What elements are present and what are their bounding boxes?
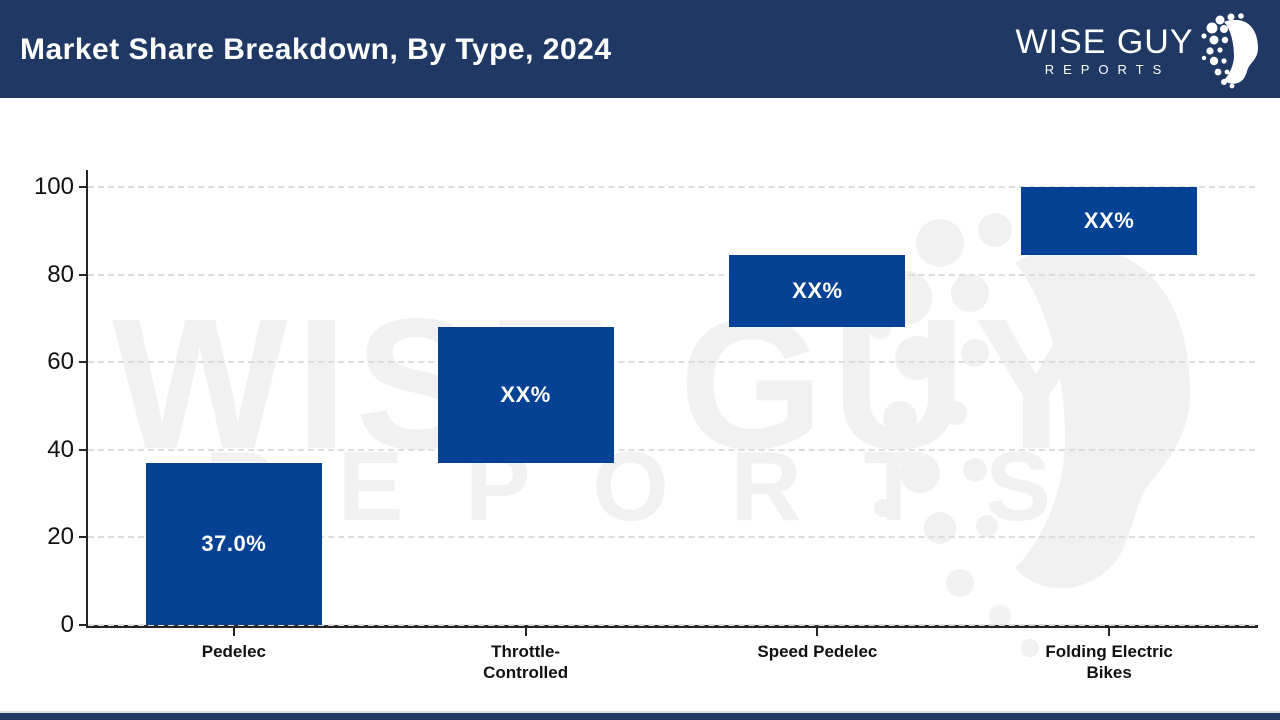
plot-area: 0 20 40 60 80 100 37.0% Pedelec XX% Throttle- Cont… (0, 98, 1280, 712)
x-tick-mark-throttle-controlled (524, 628, 527, 636)
logo-wordmark: WISE GUY (1015, 23, 1194, 61)
y-tick-mark-60 (79, 361, 87, 364)
x-tick-mark-pedelec (232, 628, 235, 636)
y-tick-label-40: 40 (47, 435, 74, 463)
gridline-100 (88, 186, 1255, 188)
wise-guy-logo: WISE GUY REPORTS (1012, 12, 1262, 90)
bar-pedelec: 37.0% (145, 462, 322, 625)
bar-value-label-speed-pedelec: XX% (792, 278, 843, 303)
page-title: Market Share Breakdown, By Type, 2024 (20, 33, 612, 66)
bar-value-label-throttle-controlled: XX% (500, 382, 551, 408)
y-axis-line (86, 170, 88, 627)
x-category-label-folding-electric-bikes: Folding Electric Bikes (1045, 642, 1173, 682)
y-tick-label-0: 0 (60, 611, 74, 638)
x-category-label-speed-pedelec: Speed Pedelec (757, 642, 878, 661)
x-category-label-pedelec: Pedelec (201, 642, 266, 661)
y-tick-label-100: 100 (33, 173, 74, 200)
y-tick-mark-100 (79, 186, 87, 188)
y-tick-label-20: 20 (47, 523, 74, 551)
y-tick-mark-40 (79, 448, 87, 451)
bar-throttle-controlled: XX% (437, 327, 614, 463)
bar-value-label-folding-electric-bikes: XX% (1083, 207, 1135, 233)
bar-folding-electric-bikes: XX% (1021, 187, 1198, 255)
logo-text: WISE GUY REPORTS (1012, 24, 1197, 77)
y-tick-mark-20 (79, 536, 87, 539)
x-category-label-throttle-controlled: Throttle- Controlled (483, 642, 569, 682)
footer-bar (0, 713, 1280, 720)
gridline-20 (88, 536, 1255, 539)
header-bar: Market Share Breakdown, By Type, 2024 WI… (0, 0, 1280, 98)
logo-face-icon (1201, 13, 1258, 89)
x-tick-mark-folding-electric-bikes (1108, 628, 1111, 636)
gridline-80 (88, 273, 1255, 276)
y-tick-label-60: 60 (47, 348, 74, 376)
logo-subtitle: REPORTS (1044, 62, 1171, 77)
gridline-60 (88, 361, 1255, 364)
y-tick-label-80: 80 (47, 260, 74, 288)
y-tick-mark-0 (79, 624, 87, 626)
x-tick-mark-speed-pedelec (816, 628, 819, 636)
footer-divider (0, 711, 1280, 713)
gridline-0 (88, 624, 1255, 626)
bar-value-label-pedelec: 37.0% (201, 530, 267, 556)
chart-area: WISE GUY REPORTS 0 20 40 60 80 100 37.0% Pedele… (0, 98, 1280, 712)
x-axis-line (86, 625, 1258, 628)
y-tick-mark-80 (79, 273, 87, 276)
bar-speed-pedelec: XX% (729, 254, 906, 328)
gridline-40 (88, 448, 1255, 451)
